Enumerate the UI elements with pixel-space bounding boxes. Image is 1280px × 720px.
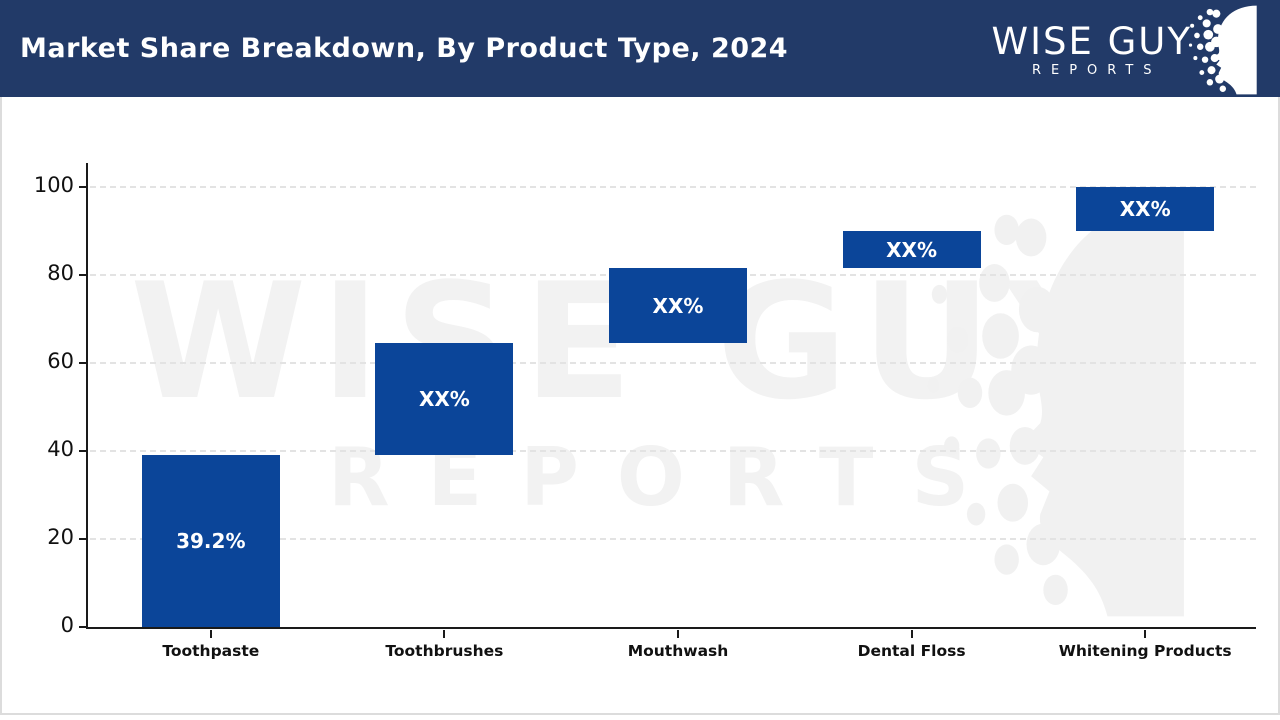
y-axis-tick [79, 186, 88, 188]
y-axis-tick-label: 0 [60, 613, 74, 637]
x-axis-category-label: Toothbrushes [385, 642, 504, 660]
bar-whitening-products: XX% [1076, 187, 1215, 231]
x-axis-tick [910, 630, 913, 638]
x-axis-line [86, 627, 1256, 629]
y-axis-tick [79, 450, 88, 452]
y-axis-tick [79, 538, 88, 540]
bar-toothpaste: 39.2% [141, 454, 280, 627]
bar-dental-floss: XX% [842, 231, 981, 269]
y-axis-tick [79, 362, 88, 364]
gridline-20 [90, 538, 1256, 540]
bar-value-label-toothpaste: 39.2% [176, 528, 246, 553]
bar-toothbrushes: XX% [375, 343, 514, 455]
gridline-100 [90, 186, 1256, 188]
bar-value-label-toothbrushes: XX% [418, 386, 470, 411]
brand-head-icon [1188, 5, 1257, 95]
brand-logo-text: WISE GUY REPORTS [992, 23, 1192, 78]
x-axis-tick [1144, 630, 1147, 638]
y-axis-tick [79, 274, 88, 276]
x-axis-tick [677, 630, 679, 638]
bar-value-label-whitening-products: XX% [1119, 197, 1171, 221]
header-bar: Market Share Breakdown, By Product Type,… [0, 0, 1280, 97]
brand-logo-line1: WISE GUY [991, 19, 1192, 63]
x-axis-category-label: Mouthwash [627, 642, 729, 660]
y-axis-tick [79, 626, 88, 628]
brand-logo-line2: REPORTS [1031, 62, 1162, 78]
x-axis-category-label: Whitening Products [1058, 642, 1232, 660]
bar-value-label-mouthwash: XX% [652, 293, 704, 318]
x-axis-tick [443, 630, 446, 638]
bar-mouthwash: XX% [609, 268, 747, 344]
gridline-40 [90, 450, 1256, 452]
gridline-60 [90, 362, 1256, 364]
brand-logo: WISE GUY REPORTS [992, 4, 1266, 96]
bar-value-label-dental-floss: XX% [886, 237, 938, 262]
y-axis-tick-label: 40 [47, 437, 74, 461]
x-axis-category-label: Toothpaste [162, 642, 260, 660]
y-axis-tick-label: 80 [47, 261, 74, 285]
x-axis-tick [209, 630, 212, 638]
y-axis-line [86, 163, 88, 629]
y-axis-tick-label: 100 [33, 173, 74, 197]
x-axis-category-label: Dental Floss [857, 642, 966, 660]
y-axis-tick-label: 60 [47, 349, 74, 373]
page-title: Market Share Breakdown, By Product Type,… [20, 33, 789, 64]
y-axis-tick-label: 20 [47, 525, 74, 549]
